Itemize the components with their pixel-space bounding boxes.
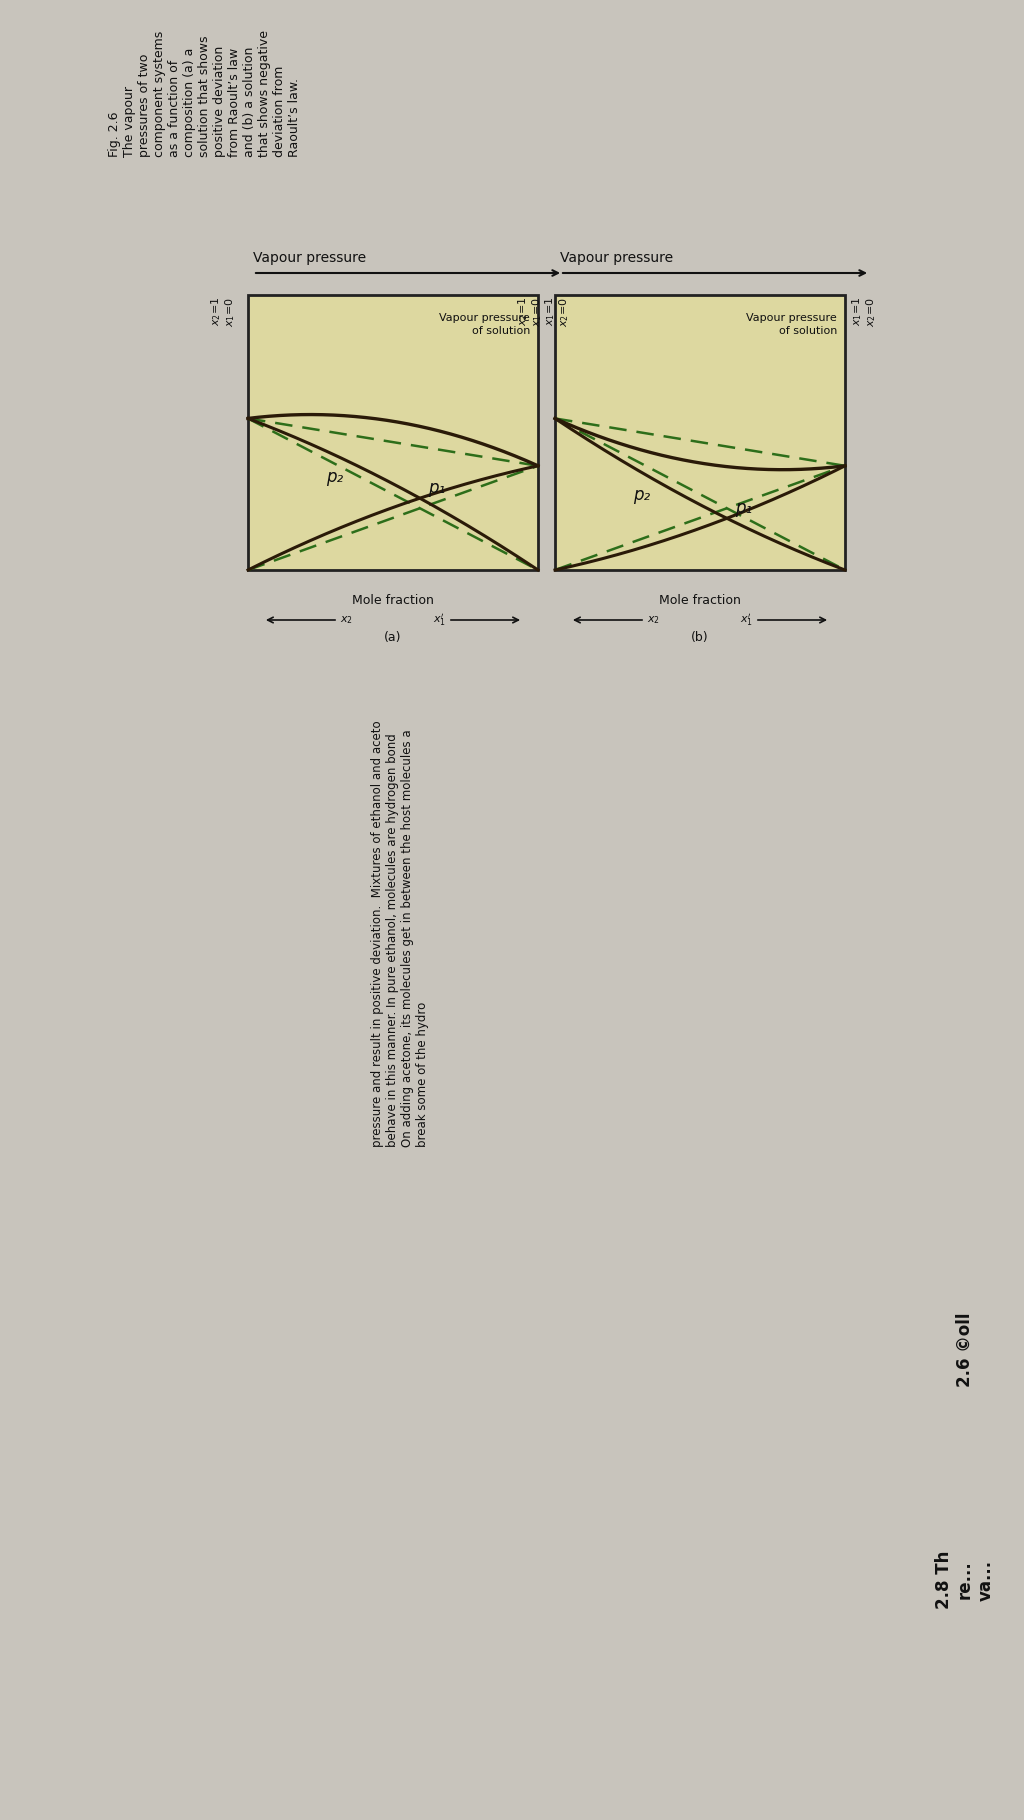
Text: Vapour pressure: Vapour pressure [253, 251, 367, 266]
Text: $x_1$=0: $x_1$=0 [530, 297, 544, 328]
Text: p₁: p₁ [428, 479, 445, 497]
Text: $x_2$=0: $x_2$=0 [557, 297, 571, 328]
Text: Vapour pressure: Vapour pressure [560, 251, 673, 266]
Text: 2.8 Th
re...
va...: 2.8 Th re... va... [935, 1551, 994, 1609]
Text: $x_2$=0: $x_2$=0 [864, 297, 878, 328]
FancyBboxPatch shape [248, 295, 538, 570]
Text: p₁: p₁ [735, 499, 752, 517]
Text: (b): (b) [691, 632, 709, 644]
Text: $x_2$: $x_2$ [340, 613, 353, 626]
Text: pressure and result in positive deviation.  Mixtures of ethanol and aceto
behave: pressure and result in positive deviatio… [371, 721, 429, 1147]
Text: $x_1'$: $x_1'$ [740, 612, 753, 628]
Text: Vapour pressure
of solution: Vapour pressure of solution [439, 313, 530, 337]
Text: 2.6 ©oll: 2.6 ©oll [956, 1312, 974, 1387]
Text: Mole fraction: Mole fraction [659, 593, 741, 606]
Text: $x_1$=0: $x_1$=0 [223, 297, 237, 328]
Text: Fig. 2.6
The vapour
pressures of two
component systems
as a function of
composit: Fig. 2.6 The vapour pressures of two com… [108, 29, 301, 157]
Text: $x_2$=1: $x_2$=1 [209, 297, 223, 326]
Text: p₂: p₂ [634, 486, 650, 504]
Text: $x_2$=1: $x_2$=1 [516, 297, 529, 326]
Text: Vapour pressure
of solution: Vapour pressure of solution [746, 313, 837, 337]
FancyBboxPatch shape [555, 295, 845, 570]
Text: $x_2$: $x_2$ [647, 613, 660, 626]
Text: (a): (a) [384, 632, 401, 644]
Text: Mole fraction: Mole fraction [352, 593, 434, 606]
Text: p₂: p₂ [327, 468, 344, 486]
Text: $x_1$=1: $x_1$=1 [850, 297, 864, 326]
Text: $x_1$=1: $x_1$=1 [543, 297, 557, 326]
Text: $x_1'$: $x_1'$ [433, 612, 446, 628]
